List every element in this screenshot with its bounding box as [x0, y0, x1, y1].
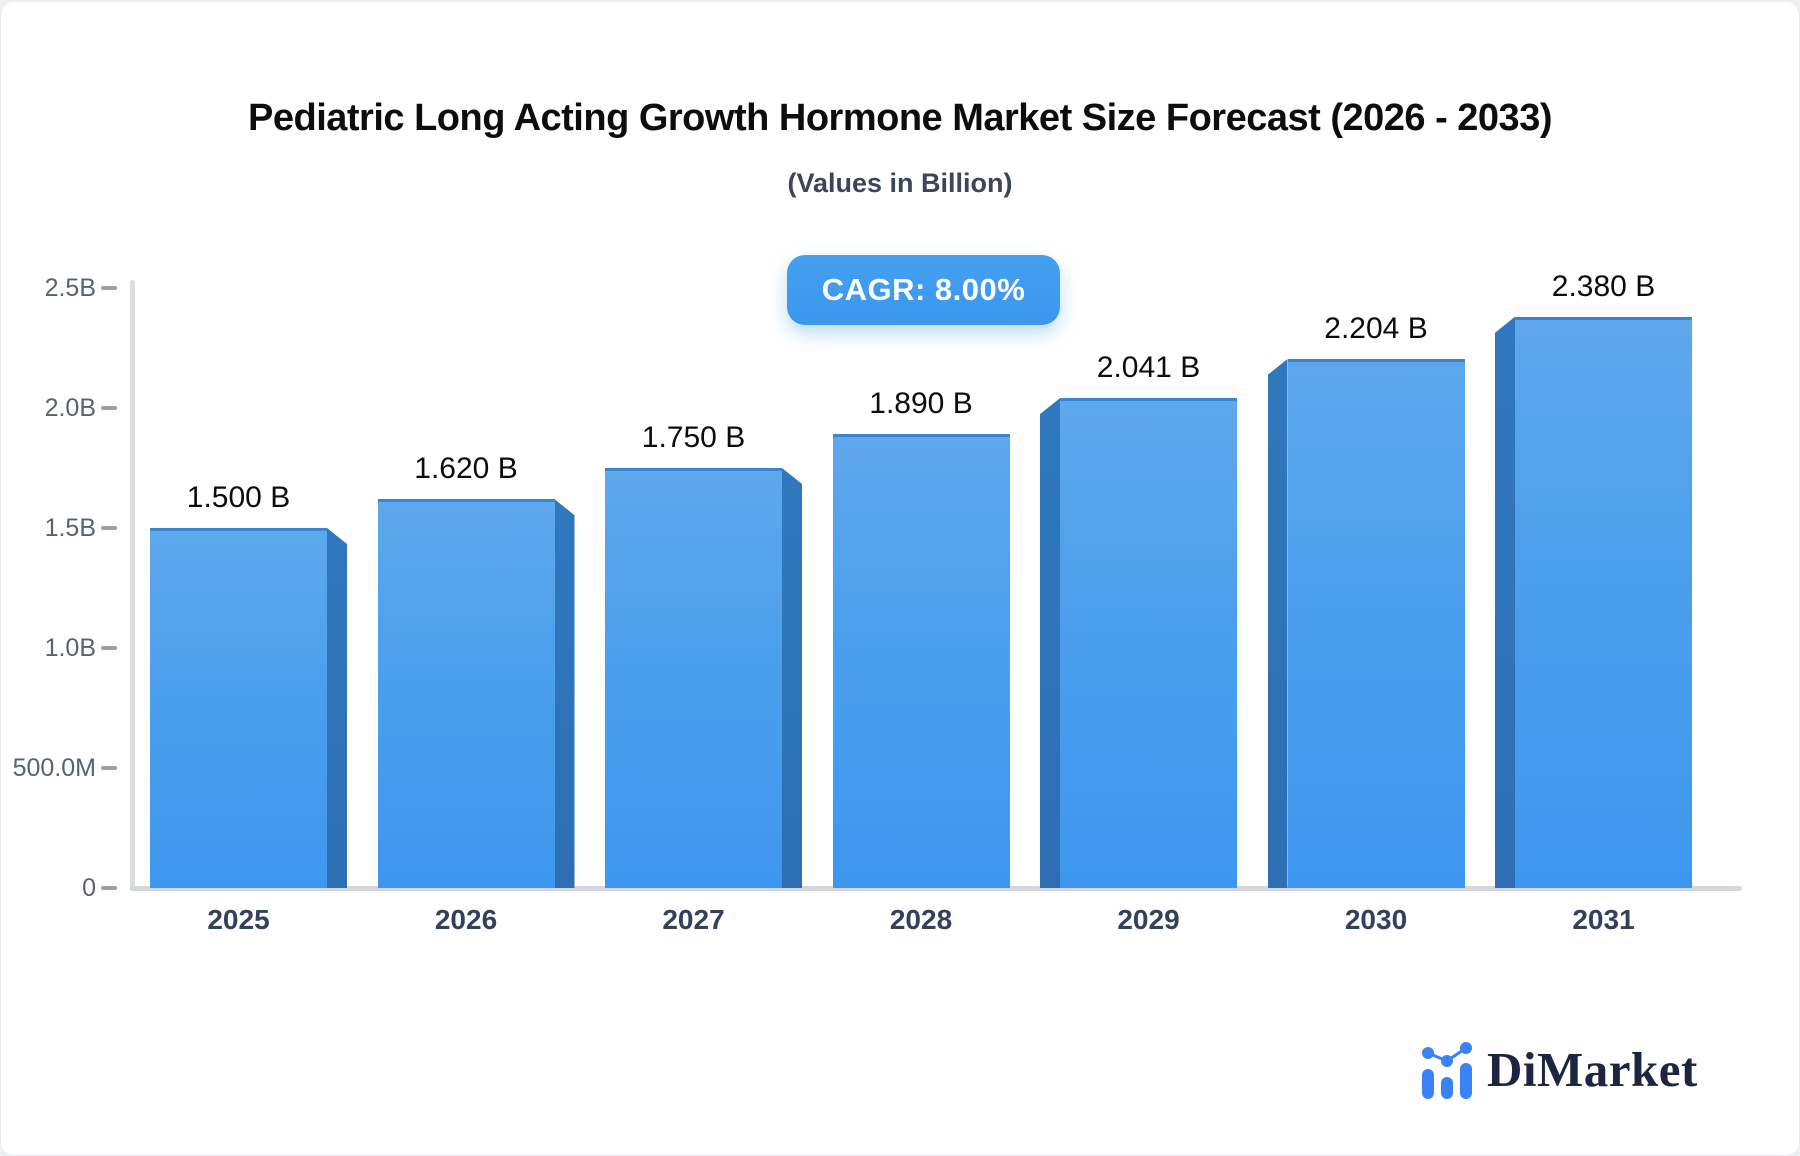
bar-2030	[1287, 359, 1465, 888]
y-tick-label-0: 2.5B	[44, 274, 96, 302]
x-axis-line	[130, 886, 1742, 891]
bar-value-label-2025: 1.500 B	[186, 481, 291, 514]
bar-2031-side-face	[1495, 316, 1515, 888]
y-tick-dash-3	[101, 646, 117, 650]
x-axis-label-2026: 2026	[434, 904, 498, 935]
x-axis-label-2030: 2030	[1344, 904, 1408, 935]
chart-subtitle: (Values in Billion)	[787, 168, 1013, 198]
bar-value-label-2028: 1.890 B	[869, 387, 973, 421]
y-tick-dash-4	[101, 766, 117, 770]
y-tick-label-2: 1.5B	[44, 514, 96, 542]
bar-value-label-2029: 2.041 B	[1096, 351, 1201, 385]
bar-2028	[832, 434, 1010, 888]
bar-2025-side-face	[327, 528, 347, 888]
bar-2030-side-face	[1267, 359, 1288, 888]
bar-2029-side-face	[1040, 398, 1060, 888]
y-axis-line	[130, 280, 135, 891]
y-tick-dash-5	[101, 886, 117, 890]
brand-logo: DiMarket	[1421, 1038, 1698, 1102]
bar-2031	[1515, 316, 1692, 888]
x-axis-label-2029: 2029	[1117, 904, 1180, 935]
bar-value-label-2027: 1.750 B	[641, 421, 746, 454]
y-tick-label-1: 2.0B	[44, 394, 96, 422]
chart-title: Pediatric Long Acting Growth Hormone Mar…	[248, 97, 1552, 139]
brand-logo-text: DiMarket	[1487, 1042, 1698, 1097]
bar-2027	[605, 468, 782, 888]
x-axis-label-2028: 2028	[889, 904, 953, 935]
cagr-badge-label: CAGR: 8.00%	[821, 272, 1026, 307]
bar-2025	[150, 528, 327, 888]
bar-value-label-2031: 2.380 B	[1551, 269, 1656, 303]
brand-logo-icon	[1422, 1042, 1472, 1099]
bar-2026	[377, 499, 555, 888]
y-tick-dash-1	[101, 406, 117, 410]
y-tick-dash-0	[101, 286, 117, 290]
y-tick-dash-2	[101, 526, 117, 530]
x-axis-label-2031: 2031	[1572, 904, 1635, 935]
bar-value-label-2030: 2.204 B	[1324, 312, 1428, 346]
bar-2026-side-face	[554, 499, 575, 888]
y-tick-label-3: 1.0B	[44, 634, 96, 662]
x-axis-label-2025: 2025	[207, 904, 270, 935]
y-tick-label-4: 500.0M	[12, 754, 96, 782]
y-tick-label-5: 0	[82, 874, 96, 902]
bar-value-label-2026: 1.620 B	[414, 452, 518, 486]
bar-2029	[1060, 398, 1237, 888]
bar-2027-side-face	[782, 468, 802, 888]
x-axis-label-2027: 2027	[662, 904, 725, 935]
cagr-badge: CAGR: 8.00%	[787, 255, 1060, 325]
